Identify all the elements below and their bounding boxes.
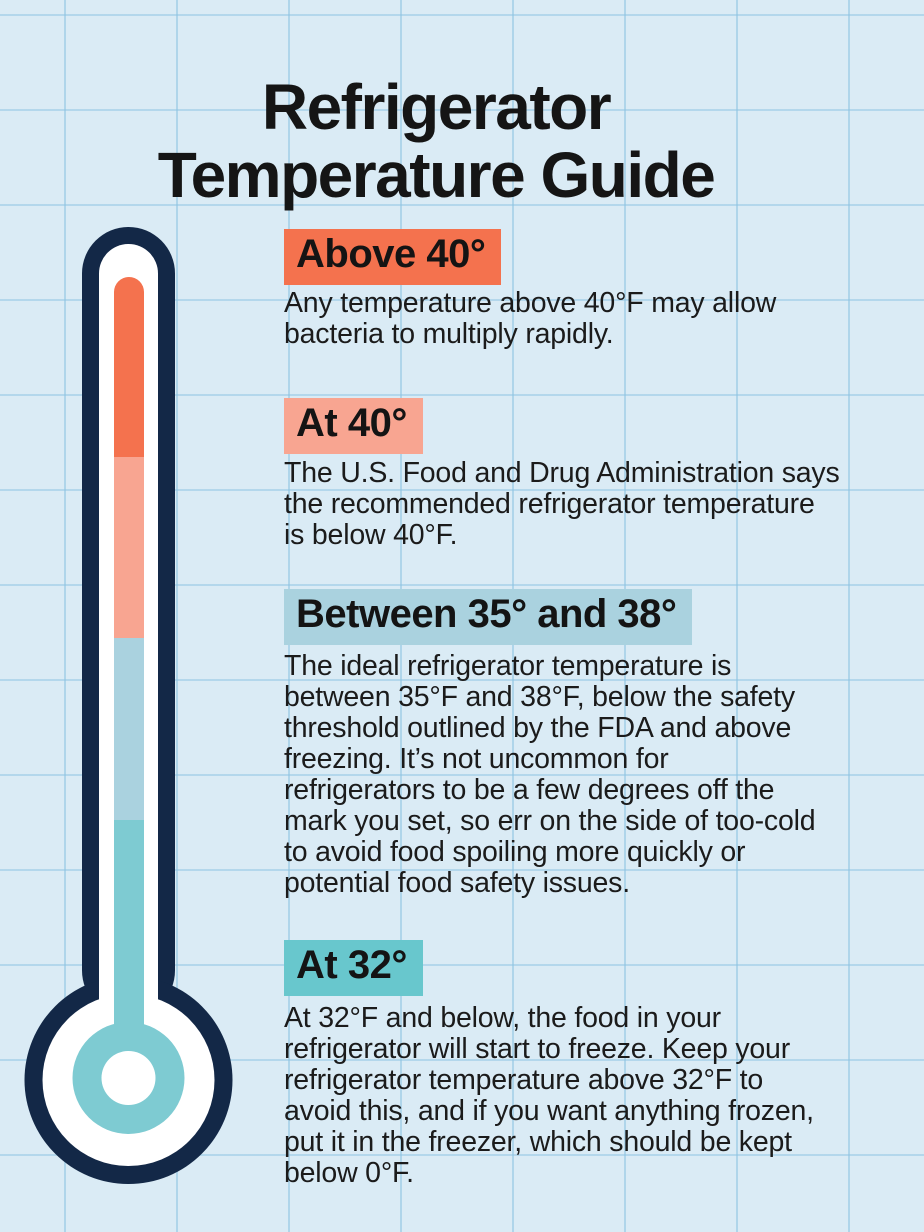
page-title: Refrigerator Temperature Guide (157, 70, 716, 211)
temperature-section-above-40: Above 40° Any temperature above 40°F may… (284, 229, 920, 350)
section-body-above-40: Any temperature above 40°F may allow bac… (284, 287, 777, 350)
section-body-between-35-38: The ideal refrigerator temperature is be… (284, 650, 816, 899)
mercury-segment-at-32 (114, 820, 144, 1040)
thermometer-illustration (24, 227, 233, 1184)
section-body-at-40: The U.S. Food and Drug Administration sa… (284, 457, 840, 551)
section-body-at-32: At 32°F and below, the food in your refr… (284, 1002, 814, 1189)
temperature-section-at-32: At 32° At 32°F and below, the food in yo… (284, 940, 920, 1189)
thermometer-bulb-ring-hole (101, 1051, 156, 1105)
mercury-segment-above-40 (114, 277, 144, 472)
section-heading-at-32: At 32° (284, 940, 423, 996)
section-heading-above-40: Above 40° (284, 229, 502, 285)
temperature-section-at-40: At 40° The U.S. Food and Drug Administra… (284, 398, 920, 551)
section-heading-at-40: At 40° (284, 398, 423, 454)
temperature-section-between-35-38: Between 35° and 38° The ideal refrigerat… (284, 589, 920, 899)
mercury-segment-at-40 (114, 457, 144, 638)
mercury-segment-between-35-38 (114, 638, 144, 820)
section-heading-between-35-38: Between 35° and 38° (284, 589, 693, 645)
